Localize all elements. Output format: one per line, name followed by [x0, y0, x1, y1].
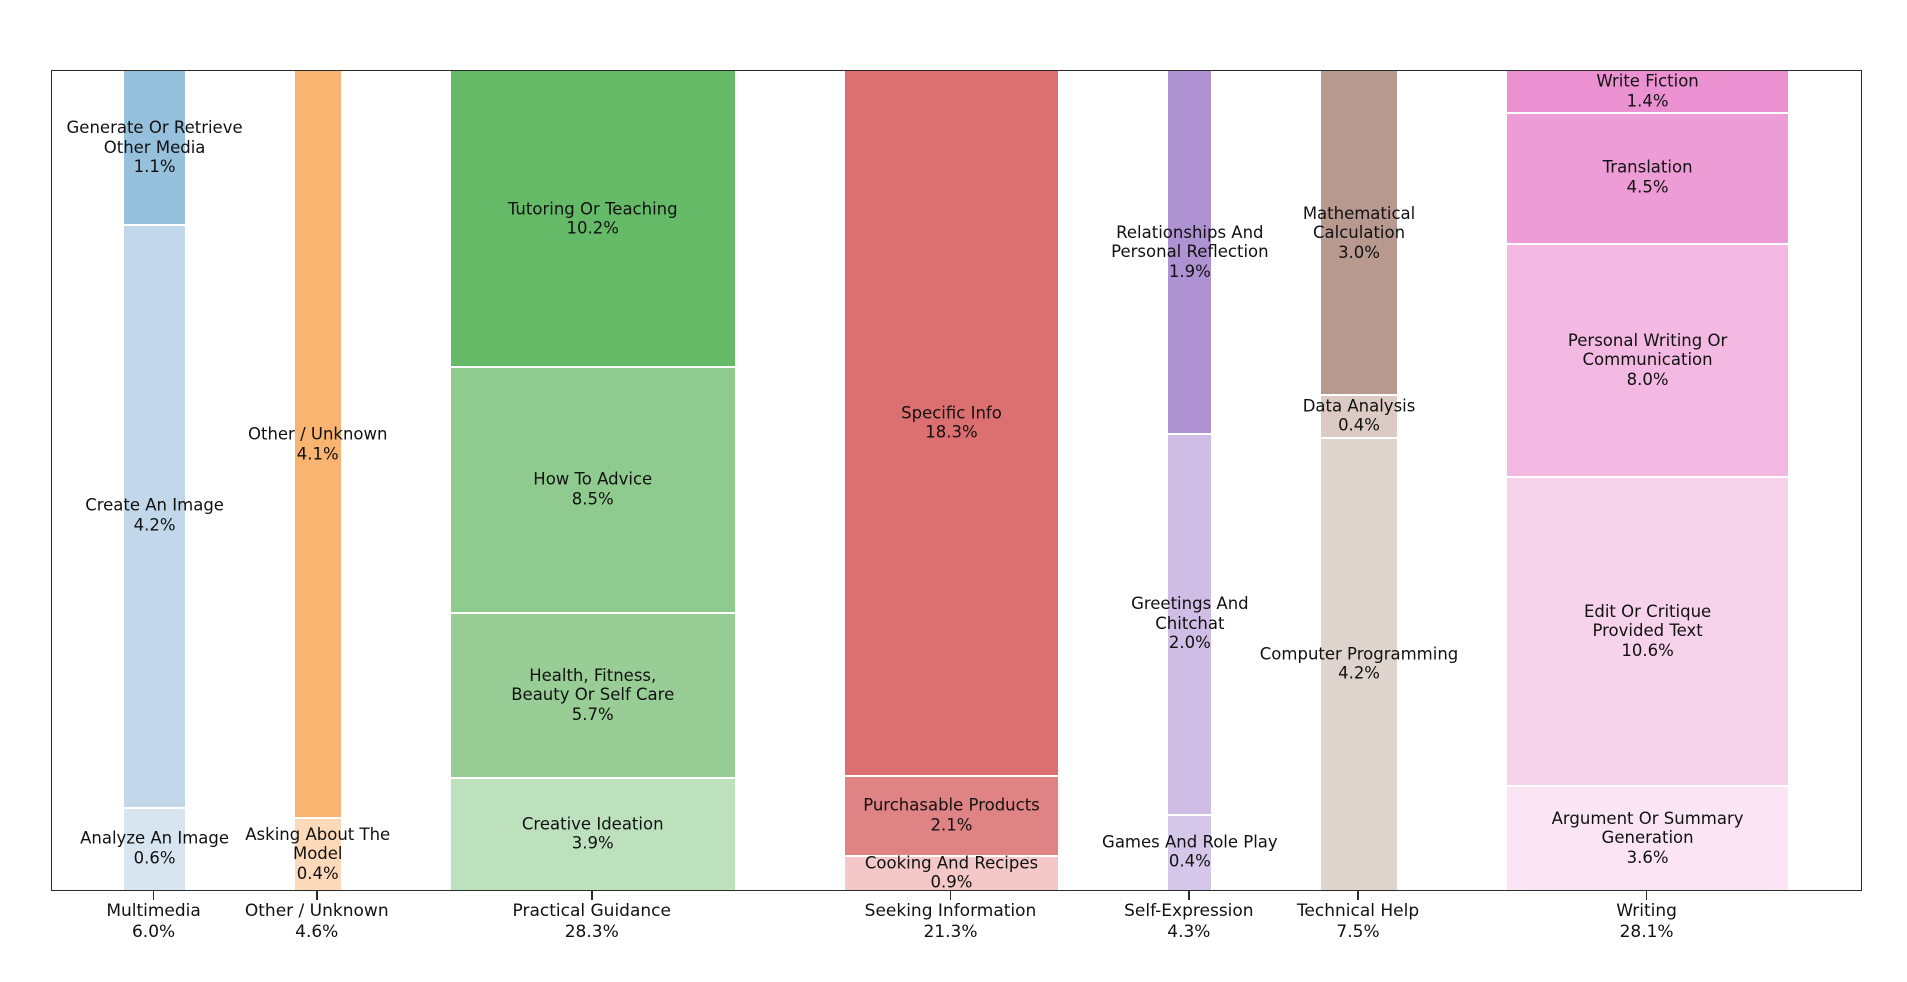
mosaic-segment-asking-about-the [294, 817, 341, 890]
x-tick-writing [1645, 890, 1648, 900]
x-tick-seeking-information [949, 890, 952, 900]
plot-area: Generate Or Retrieve Other Media 1.1% Cre… [51, 70, 1862, 892]
mosaic-segment-analyze-an-image [124, 806, 185, 890]
mosaic-segment-generate-or-retrieve [124, 71, 185, 224]
mosaic-segment-greetings-and [1168, 432, 1212, 814]
x-axis-label-seeking-information: Seeking Information 21.3% [864, 901, 1037, 942]
x-tick-multimedia [152, 890, 155, 900]
mosaic-segment-tutoring-or-teaching [450, 71, 735, 367]
mosaic-segment-relationships-and [1168, 71, 1212, 433]
mosaic-segment-creative-ideation [450, 777, 735, 890]
x-tick-self-expression [1188, 890, 1190, 900]
mosaic-segment-computer-programming [1321, 437, 1397, 890]
mosaic-segment-health-fitness [450, 612, 735, 778]
mosaic-segment-purchasable-products [844, 774, 1059, 856]
x-tick-practical-guidance [590, 890, 593, 900]
mosaic-segment-personal-writing-or [1506, 242, 1789, 477]
mosaic-segment-create-an-image [124, 223, 185, 807]
mosaic-segment-specific-info [844, 71, 1059, 775]
mosaic-segment-translation [1506, 111, 1789, 243]
mosaic-segment-argument-or-summary [1506, 785, 1789, 890]
x-tick-technical-help [1357, 890, 1359, 900]
x-axis-label-practical-guidance: Practical Guidance 28.3% [512, 901, 671, 942]
mosaic-segment-other-unknown [294, 71, 341, 818]
x-axis-label-multimedia: Multimedia 6.0% [106, 901, 201, 942]
x-axis-label-technical-help: Technical Help 7.5% [1296, 901, 1420, 942]
x-axis-label-writing: Writing 28.1% [1616, 901, 1677, 942]
mosaic-segment-how-to-advice [450, 366, 735, 613]
mosaic-segment-mathematical [1321, 71, 1397, 395]
mosaic-segment-cooking-and-recipes [844, 855, 1059, 890]
x-axis-label-other-unknown: Other / Unknown 4.6% [244, 901, 389, 942]
x-tick-other-unknown [315, 890, 318, 900]
mosaic-segment-data-analysis [1321, 394, 1397, 438]
plot-inner: Generate Or Retrieve Other Media 1.1% Cre… [52, 71, 1861, 892]
mosaic-segment-games-and-role-play [1168, 813, 1212, 890]
mosaic-segment-write-fiction [1506, 71, 1789, 112]
mosaic-segment-edit-or-critique [1506, 476, 1789, 786]
x-axis-label-self-expression: Self-Expression 4.3% [1124, 901, 1254, 942]
